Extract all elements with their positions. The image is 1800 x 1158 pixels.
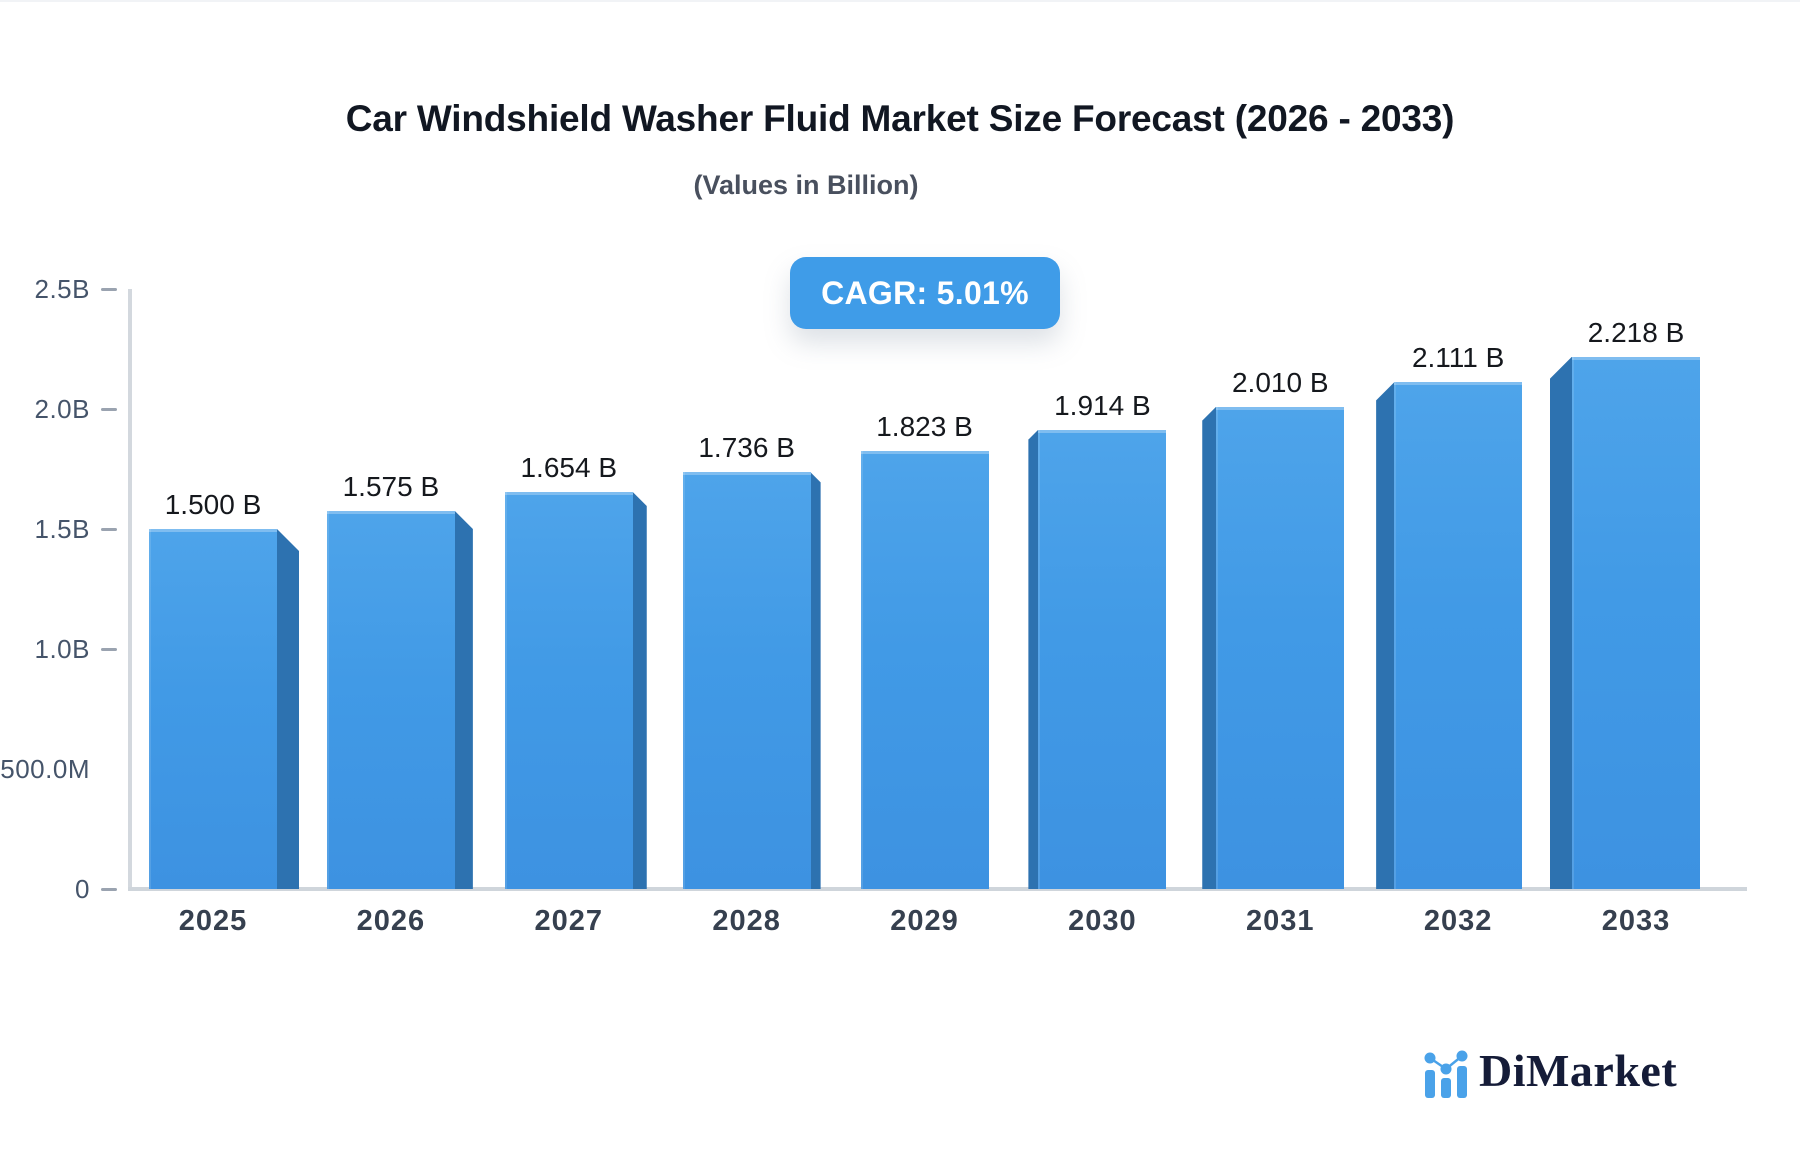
cagr-badge: CAGR: 5.01%: [790, 257, 1060, 329]
x-axis-label-2033: 2033: [1601, 905, 1671, 937]
chart-subtitle: (Values in Billion): [693, 170, 919, 200]
bar-2030: [1038, 429, 1167, 889]
y-axis-tick: [101, 648, 117, 651]
bar-value-label: 1.575 B: [342, 471, 440, 502]
x-axis-label-2031: 2031: [1245, 905, 1315, 937]
x-axis-line: [128, 887, 1747, 891]
bar-2031: [1216, 406, 1345, 889]
bar-side-face: [810, 472, 821, 889]
y-axis-line: [128, 289, 132, 889]
y-axis-tick-label: 2.5B: [34, 274, 90, 304]
y-axis-tick-label: 0: [75, 874, 90, 904]
bar-2029: [860, 451, 989, 889]
bar-2027: [504, 492, 633, 889]
bar-line-chart-icon: [1424, 1050, 1468, 1098]
x-axis-label-2028: 2028: [712, 905, 781, 937]
brand-logo: DiMarket: [1422, 1042, 1677, 1100]
y-axis-tick: [101, 288, 117, 291]
y-axis-tick-label: 2.0B: [34, 394, 90, 424]
bar-2028: [682, 472, 811, 889]
y-axis-tick-label: 1.5B: [34, 514, 90, 544]
bar-value-label: 1.823 B: [876, 411, 973, 443]
y-axis-tick: [101, 408, 117, 411]
bar-side-face: [632, 492, 647, 889]
bar-side-face: [1028, 429, 1039, 889]
x-axis-label-2026: 2026: [356, 905, 426, 937]
x-axis-label-2030: 2030: [1068, 905, 1137, 937]
x-axis-label-2025: 2025: [178, 905, 248, 937]
chart-title: Car Windshield Washer Fluid Market Size …: [345, 98, 1455, 139]
bar-value-label: 2.111 B: [1411, 342, 1505, 374]
bar-side-face: [277, 529, 299, 889]
brand-logo-text: DiMarket: [1479, 1045, 1678, 1096]
bar-value-label: 2.010 B: [1231, 366, 1329, 398]
y-axis-tick-label: 1.0B: [34, 634, 90, 664]
y-axis-tick: [101, 528, 117, 531]
y-axis-tick: [101, 888, 117, 891]
bar-value-label: 2.218 B: [1587, 316, 1685, 348]
bar-2025: [149, 529, 277, 889]
x-axis-label-2032: 2032: [1423, 905, 1493, 937]
bar-value-label: 1.654 B: [520, 452, 618, 484]
bar-side-face: [1376, 382, 1395, 889]
bar-side-face: [1550, 356, 1572, 889]
bar-2026: [326, 511, 455, 889]
bar-2033: [1572, 356, 1700, 889]
bar-side-face: [1202, 406, 1217, 889]
bar-value-label: 1.914 B: [1054, 389, 1151, 421]
bar-value-label: 1.500 B: [164, 489, 262, 520]
x-axis-label-2027: 2027: [534, 905, 603, 937]
y-axis-tick-label: 500.0M: [0, 754, 90, 784]
bar-2032: [1394, 382, 1523, 889]
cagr-badge-label: CAGR: 5.01%: [821, 274, 1029, 311]
bar-side-face: [454, 511, 473, 889]
x-axis-label-2029: 2029: [890, 905, 959, 937]
bar-value-label: 1.736 B: [698, 432, 795, 464]
